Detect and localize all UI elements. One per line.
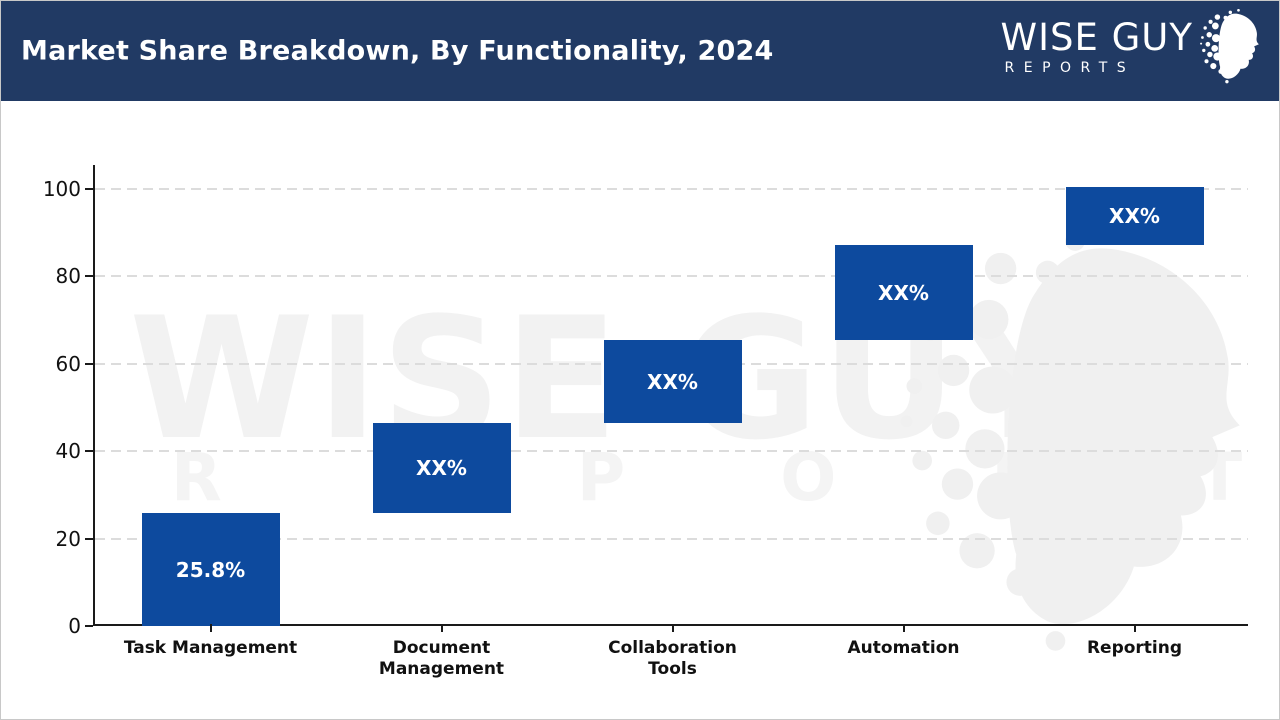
y-tick-label-60: 60 — [55, 351, 81, 376]
y-tick-40 — [85, 450, 93, 453]
page-title: Market Share Breakdown, By Functionality… — [21, 35, 774, 67]
bar-segment: XX% — [372, 423, 511, 514]
wise-guy-logo: WISE GUY REPORTS — [1001, 9, 1265, 85]
bar-value-label: XX% — [1109, 203, 1160, 228]
y-tick-100 — [85, 187, 93, 190]
bar-value-label: XX% — [878, 280, 929, 305]
bar-segment: XX% — [834, 245, 973, 341]
bar-value-label: 25.8% — [175, 557, 246, 582]
header-bar: Market Share Breakdown, By Functionality… — [1, 1, 1279, 101]
y-tick-80 — [85, 275, 93, 278]
bar-segment: 25.8% — [141, 513, 280, 626]
x-tick — [671, 624, 674, 632]
gridline-40 — [95, 450, 1248, 453]
y-tick-label-80: 80 — [55, 264, 81, 289]
x-tick — [1133, 624, 1136, 632]
x-category-label: Task Management — [123, 638, 298, 658]
gridline-20 — [95, 537, 1248, 540]
y-tick-20 — [85, 537, 93, 540]
x-category-label: Document Management — [378, 638, 505, 680]
y-tick-0 — [85, 625, 93, 627]
y-tick-label-100: 100 — [42, 176, 81, 201]
x-category-label: Reporting — [1086, 638, 1183, 658]
x-tick — [440, 624, 443, 632]
logo-wordmark: WISE GUY — [1000, 16, 1193, 60]
x-tick — [902, 624, 905, 632]
chart-plot-area: 0 20 40 60 80 100 25.8% Task Management XX% Docum… — [43, 165, 1248, 679]
y-tick-60 — [85, 362, 93, 365]
gridline-100 — [95, 187, 1248, 190]
bar-segment: XX% — [603, 340, 742, 424]
bar-segment: XX% — [1065, 186, 1204, 246]
logo-subtext: REPORTS — [1004, 59, 1136, 76]
bar-value-label: XX% — [647, 369, 698, 394]
x-category-label: Collaboration Tools — [608, 638, 737, 680]
bar-value-label: XX% — [416, 456, 467, 481]
dotted-head-icon — [1200, 9, 1259, 84]
x-tick — [209, 624, 212, 632]
gridline-80 — [95, 275, 1248, 278]
y-tick-label-40: 40 — [55, 439, 81, 464]
x-category-label: Automation — [847, 638, 960, 658]
y-tick-label-0: 0 — [68, 614, 81, 638]
y-tick-label-20: 20 — [55, 526, 81, 551]
logo-text: WISE GUY REPORTS — [1000, 16, 1193, 76]
